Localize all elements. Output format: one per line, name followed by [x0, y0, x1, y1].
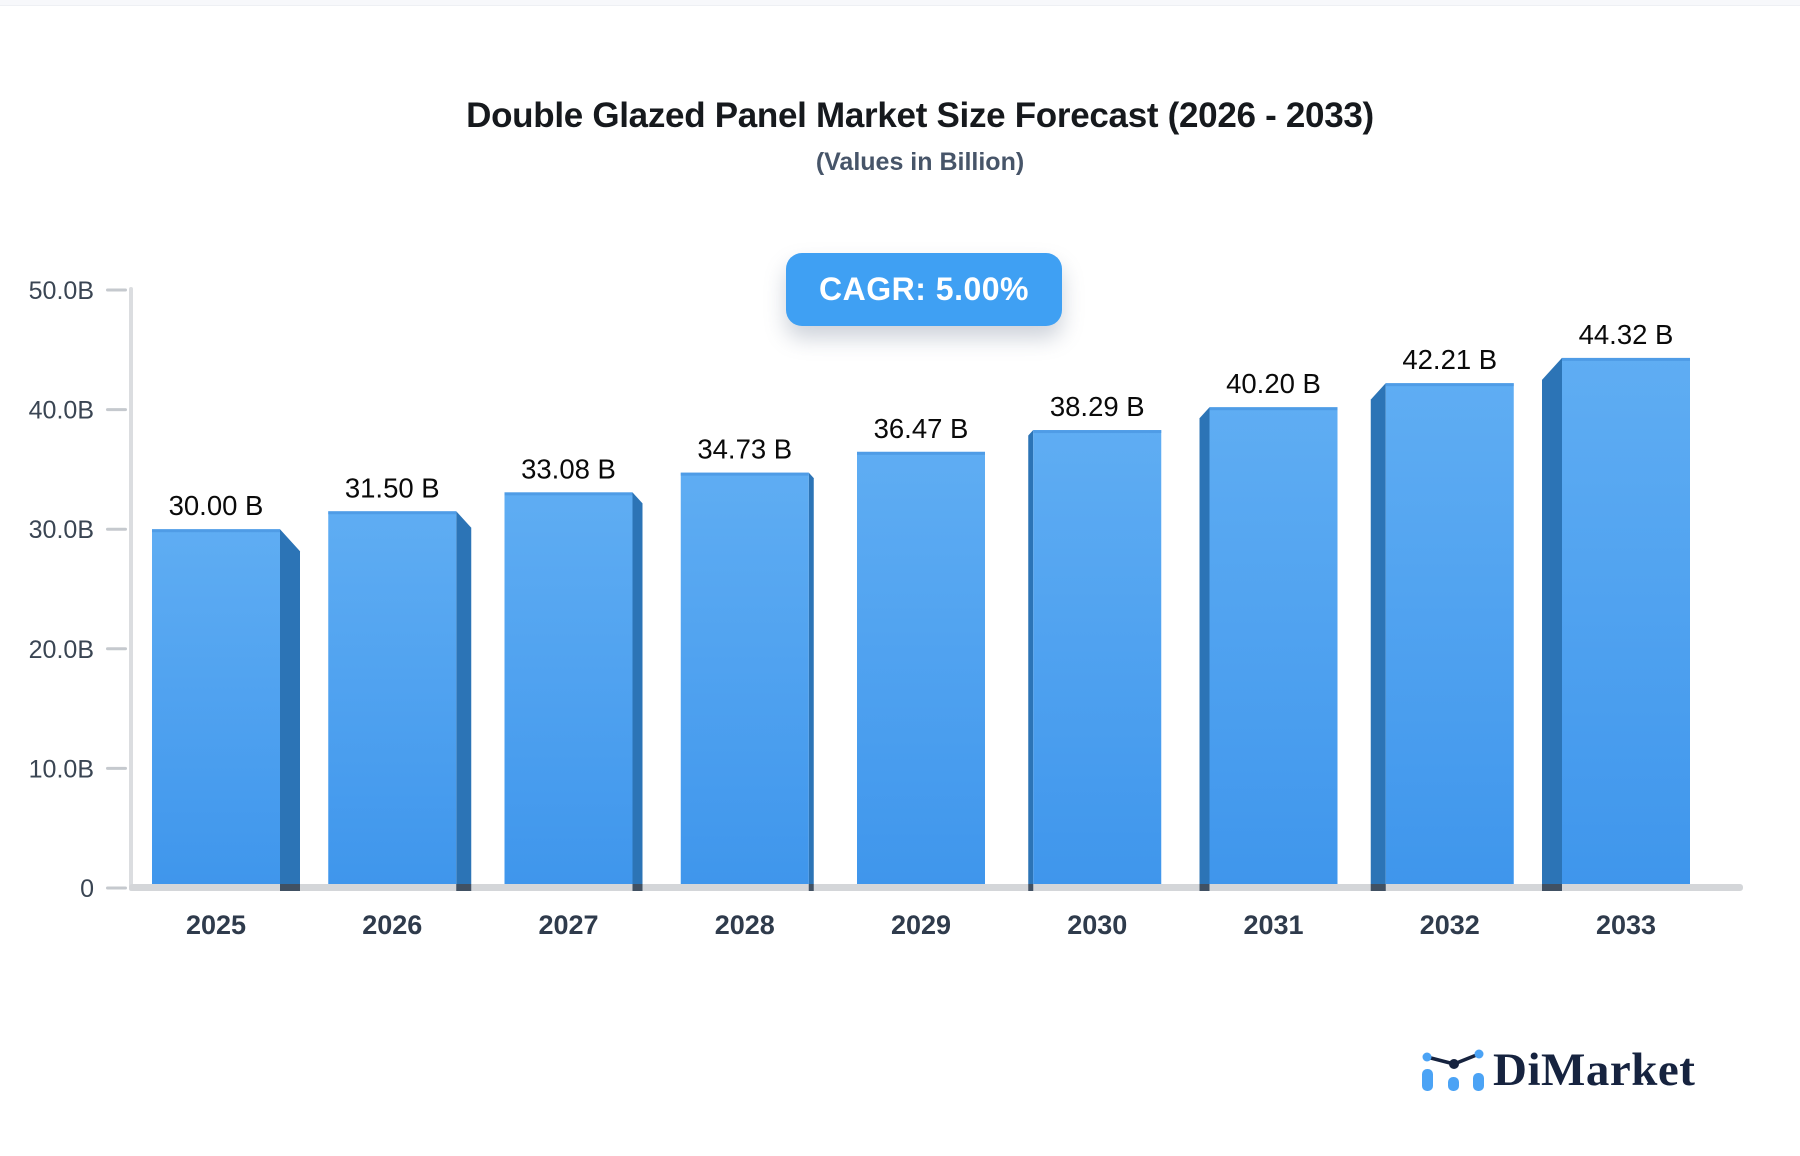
x-axis-year-label: 2026	[362, 910, 422, 940]
bar-value-label: 33.08 B	[521, 453, 616, 484]
y-tick	[106, 766, 127, 770]
y-tick	[106, 408, 127, 412]
bar-top-edge	[1562, 357, 1690, 361]
x-axis-floor	[129, 884, 1743, 891]
bar	[1033, 430, 1162, 884]
x-axis-year-label: 2031	[1243, 910, 1303, 940]
mini-bar-line-chart-icon	[1422, 1049, 1484, 1091]
cagr-badge-label: CAGR: 5.00%	[819, 271, 1029, 307]
y-tick	[106, 647, 127, 651]
bar-value-label: 40.20 B	[1226, 368, 1321, 399]
y-tick-label: 10.0B	[29, 755, 94, 783]
x-axis-year-label: 2027	[538, 910, 598, 940]
x-axis-year-label: 2025	[186, 910, 246, 940]
bar-value-label: 34.73 B	[697, 434, 792, 465]
bar-base-shadow	[632, 884, 643, 891]
bar-value-label: 38.29 B	[1050, 391, 1145, 422]
y-tick-label: 50.0B	[29, 277, 94, 305]
x-axis-year-label: 2030	[1067, 910, 1127, 940]
bar	[152, 529, 280, 884]
bar-base-shadow	[1199, 884, 1210, 891]
y-tick-label: 40.0B	[29, 397, 94, 425]
bar-base-shadow	[1370, 884, 1386, 891]
bar-top-edge	[1033, 430, 1162, 434]
x-axis-year-label: 2032	[1420, 910, 1480, 940]
y-tick-label: 0	[80, 875, 94, 903]
bar-value-label: 31.50 B	[345, 472, 440, 503]
bar-base-shadow	[456, 884, 472, 891]
bar	[1385, 383, 1514, 884]
bar-top-edge	[504, 492, 633, 496]
y-axis-line	[129, 287, 133, 891]
bar-value-label: 36.47 B	[874, 413, 969, 444]
bar-side-face	[632, 492, 643, 884]
y-tick-label: 30.0B	[29, 516, 94, 544]
bar-top-edge	[152, 529, 280, 533]
bar-side-face	[1370, 383, 1386, 884]
y-tick	[106, 527, 127, 531]
bar	[328, 511, 457, 884]
y-tick	[106, 288, 127, 292]
bar-side-face	[1028, 430, 1034, 884]
bar-top-edge	[1209, 407, 1338, 411]
y-tick	[106, 886, 127, 890]
bar-base-shadow	[1542, 884, 1562, 891]
bar	[680, 472, 809, 884]
brand-logo: DiMarket	[1420, 1042, 1695, 1094]
bar-side-face	[808, 472, 814, 884]
brand-name: DiMarket	[1493, 1044, 1696, 1096]
bar-side-face	[456, 511, 472, 884]
bar	[1562, 357, 1690, 884]
chart-subtitle: (Values in Billion)	[815, 148, 1025, 176]
x-axis-year-label: 2033	[1596, 910, 1656, 940]
bar-value-label: 42.21 B	[1402, 344, 1497, 375]
y-tick-label: 20.0B	[29, 636, 94, 664]
bar-value-label: 30.00 B	[169, 490, 264, 521]
x-axis-year-label: 2028	[715, 910, 775, 940]
bar-base-shadow	[280, 884, 300, 891]
x-axis-year-label: 2029	[891, 910, 951, 940]
bar-side-face	[1542, 357, 1562, 884]
bar-top-edge	[680, 472, 809, 476]
bar-side-face	[280, 529, 300, 884]
bar-side-face	[1199, 407, 1210, 884]
top-edge-strip	[0, 0, 1800, 6]
chart-title: Double Glazed Panel Market Size Forecast…	[466, 96, 1374, 135]
bar-base-shadow	[808, 884, 814, 891]
bar-base-shadow	[1028, 884, 1034, 891]
bar-top-edge	[857, 451, 985, 455]
bar	[504, 492, 633, 884]
bar	[857, 451, 985, 884]
bar-top-edge	[1385, 383, 1514, 387]
bar-value-label: 44.32 B	[1579, 319, 1674, 350]
cagr-badge: CAGR: 5.00%	[786, 253, 1062, 326]
bar	[1209, 407, 1338, 884]
bar-top-edge	[328, 511, 457, 515]
